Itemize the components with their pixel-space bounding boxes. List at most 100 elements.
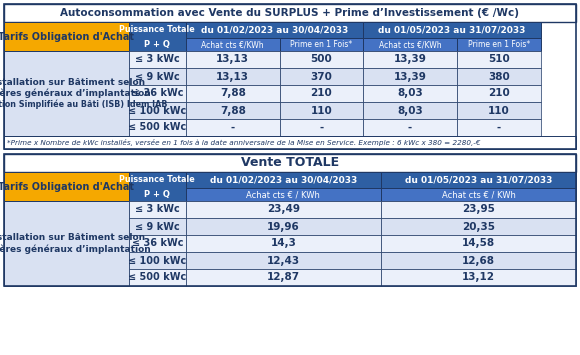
Text: ≤ 500 kWc: ≤ 500 kWc xyxy=(128,273,186,283)
Bar xyxy=(363,85,457,102)
Bar xyxy=(363,22,541,38)
Text: 13,12: 13,12 xyxy=(462,273,495,283)
Bar xyxy=(4,4,576,149)
Text: ≤ 500 kWc: ≤ 500 kWc xyxy=(128,122,186,132)
Text: du 01/02/2023 au 30/04/2033: du 01/02/2023 au 30/04/2033 xyxy=(210,175,357,185)
Text: du 01/05/2023 au 31/07/2033: du 01/05/2023 au 31/07/2033 xyxy=(378,26,525,34)
Text: Achat cts € / KWh: Achat cts € / KWh xyxy=(441,190,516,199)
Bar xyxy=(129,85,186,102)
Text: 12,43: 12,43 xyxy=(267,256,300,266)
Text: ≤ 9 kWc: ≤ 9 kWc xyxy=(135,71,180,82)
Bar xyxy=(186,22,363,38)
Bar xyxy=(129,172,186,201)
Text: -: - xyxy=(320,122,324,132)
Text: Tarifs Obligation d'Achat: Tarifs Obligation d'Achat xyxy=(0,181,135,191)
Bar xyxy=(280,38,363,51)
Bar xyxy=(129,269,186,286)
Text: ≤ 100 kWc: ≤ 100 kWc xyxy=(128,256,186,266)
Bar xyxy=(363,38,457,51)
Text: Achat cts €/KWh: Achat cts €/KWh xyxy=(379,40,441,49)
Bar xyxy=(129,252,186,269)
Text: critères généraux d’implantation: critères généraux d’implantation xyxy=(0,244,151,254)
Text: 500: 500 xyxy=(310,55,332,65)
Bar xyxy=(381,172,576,188)
Bar xyxy=(363,119,457,136)
Bar xyxy=(381,252,576,269)
Bar xyxy=(4,154,576,286)
Bar xyxy=(186,172,381,188)
Bar xyxy=(280,119,363,136)
Bar xyxy=(381,188,576,201)
Text: ≤ 3 kWc: ≤ 3 kWc xyxy=(135,204,180,214)
Text: P + Q: P + Q xyxy=(144,190,171,199)
Bar xyxy=(280,51,363,68)
Bar xyxy=(186,269,381,286)
Text: 20,35: 20,35 xyxy=(462,222,495,231)
Bar xyxy=(129,201,186,218)
Bar xyxy=(4,172,129,201)
Bar xyxy=(186,252,381,269)
Text: Achat cts € / KWh: Achat cts € / KWh xyxy=(246,190,320,199)
Bar xyxy=(457,51,541,68)
Text: 7,88: 7,88 xyxy=(220,88,246,98)
Text: ≤ 100 kWc: ≤ 100 kWc xyxy=(128,105,186,115)
Bar xyxy=(4,22,129,51)
Text: 14,3: 14,3 xyxy=(270,239,296,248)
Bar xyxy=(4,136,576,149)
Text: 12,87: 12,87 xyxy=(267,273,300,283)
Bar xyxy=(129,218,186,235)
Bar xyxy=(381,269,576,286)
Text: 23,95: 23,95 xyxy=(462,204,495,214)
Text: Installation sur Bâtiment selon: Installation sur Bâtiment selon xyxy=(0,234,146,242)
Bar xyxy=(186,85,280,102)
Bar xyxy=(186,235,381,252)
Bar xyxy=(457,38,541,51)
Text: -: - xyxy=(408,122,412,132)
Text: 14,58: 14,58 xyxy=(462,239,495,248)
Bar xyxy=(129,68,186,85)
Text: -: - xyxy=(496,122,501,132)
Bar xyxy=(129,102,186,119)
Text: 23,49: 23,49 xyxy=(267,204,300,214)
Text: -: - xyxy=(231,122,235,132)
Bar xyxy=(381,218,576,235)
Bar xyxy=(129,22,186,51)
Bar xyxy=(129,235,186,252)
Text: du 01/05/2023 au 31/07/2033: du 01/05/2023 au 31/07/2033 xyxy=(405,175,552,185)
Text: 13,39: 13,39 xyxy=(394,55,426,65)
Bar xyxy=(4,4,576,22)
Text: 110: 110 xyxy=(310,105,332,115)
Bar xyxy=(381,201,576,218)
Text: 8,03: 8,03 xyxy=(397,105,423,115)
Text: Prime en 1 Fois*: Prime en 1 Fois* xyxy=(467,40,530,49)
Text: Puissance Totale: Puissance Totale xyxy=(119,175,195,185)
Bar xyxy=(186,38,280,51)
Bar xyxy=(129,51,186,68)
Bar xyxy=(129,119,186,136)
Bar xyxy=(186,51,280,68)
Bar xyxy=(186,218,381,235)
Bar xyxy=(4,51,129,136)
Text: 13,13: 13,13 xyxy=(216,71,249,82)
Text: 110: 110 xyxy=(488,105,510,115)
Text: ≤ 3 kWc: ≤ 3 kWc xyxy=(135,55,180,65)
Text: 210: 210 xyxy=(488,88,510,98)
Bar xyxy=(186,201,381,218)
Text: 13,13: 13,13 xyxy=(216,55,249,65)
Bar xyxy=(186,188,381,201)
Text: 7,88: 7,88 xyxy=(220,105,246,115)
Text: ≤ 9 kWc: ≤ 9 kWc xyxy=(135,222,180,231)
Text: critères généraux d’implantation: critères généraux d’implantation xyxy=(0,89,151,98)
Text: Intégration Simplifiée au Bâti (ISB) Idem IAB: Intégration Simplifiée au Bâti (ISB) Ide… xyxy=(0,100,168,109)
Text: Achat cts €/KWh: Achat cts €/KWh xyxy=(201,40,264,49)
Text: P + Q: P + Q xyxy=(144,40,171,49)
Bar xyxy=(457,68,541,85)
Bar xyxy=(280,85,363,102)
Text: ≤ 36 kWc: ≤ 36 kWc xyxy=(132,239,183,248)
Bar xyxy=(4,201,129,286)
Bar xyxy=(4,154,576,172)
Text: Vente TOTALE: Vente TOTALE xyxy=(241,157,339,169)
Text: 8,03: 8,03 xyxy=(397,88,423,98)
Text: Autoconsommation avec Vente du SURPLUS + Prime d’Investissement (€ /Wc): Autoconsommation avec Vente du SURPLUS +… xyxy=(60,8,520,18)
Text: 510: 510 xyxy=(488,55,510,65)
